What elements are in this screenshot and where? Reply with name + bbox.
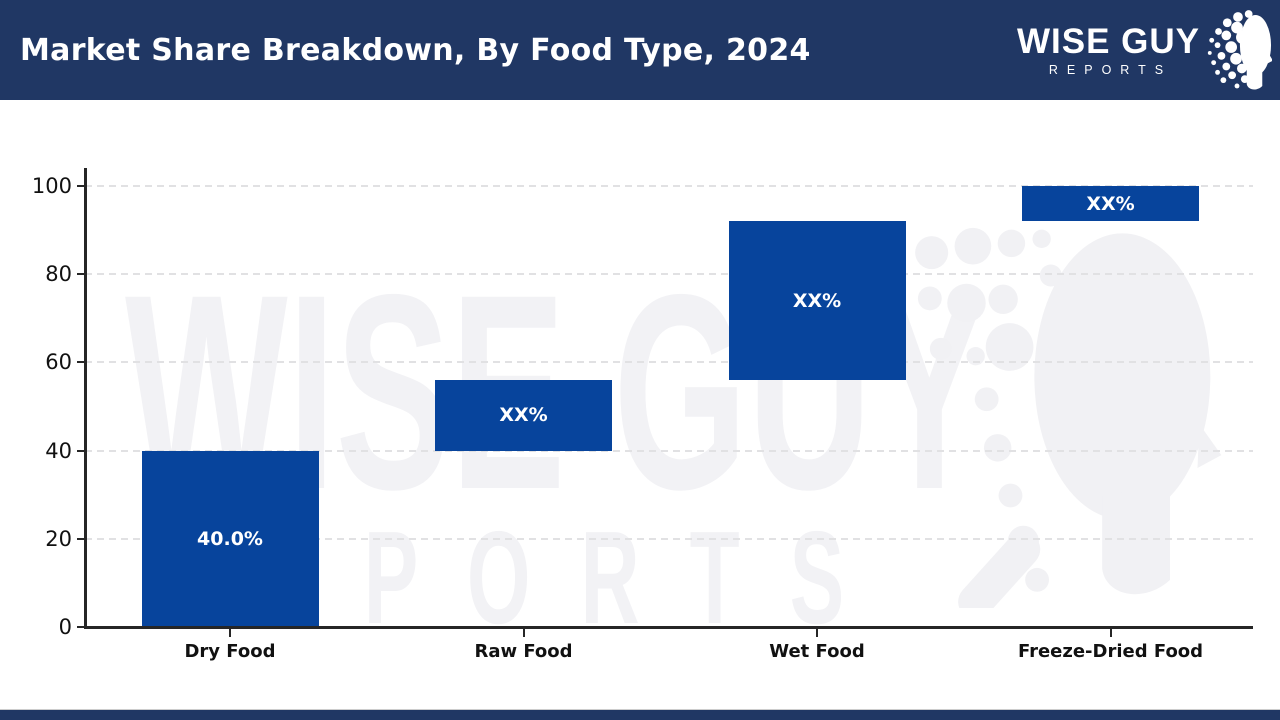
gridline-y-80 (85, 273, 1253, 276)
bar-value-label: XX% (499, 404, 548, 427)
y-tick-label: 100 (31, 174, 72, 198)
x-axis-line (85, 626, 1253, 629)
x-tick-label: Dry Food (184, 641, 276, 662)
x-tickmark (1109, 629, 1112, 637)
brand-head-icon (1207, 10, 1272, 90)
header-bar: Market Share Breakdown, By Food Type, 20… (0, 0, 1280, 100)
bar-segment: XX% (1022, 186, 1199, 222)
bar-value-label: XX% (792, 289, 842, 312)
brand-wordmark: WISE GUY REPORTS (1017, 24, 1200, 77)
y-tickmark (77, 185, 85, 187)
brand-subname: REPORTS (1048, 62, 1173, 77)
bar-value-label: XX% (1086, 192, 1135, 215)
bar-value-label: 40.0% (197, 527, 263, 550)
y-tickmark (77, 449, 85, 452)
y-axis-line (84, 168, 87, 629)
y-tick-label: 20 (45, 526, 72, 551)
y-tick-label: 60 (45, 350, 72, 375)
page-title: Market Share Breakdown, By Food Type, 20… (20, 32, 811, 68)
x-tickmark (522, 629, 525, 637)
bar-segment: 40.0% (141, 450, 319, 627)
y-tick-label: 40 (45, 438, 72, 463)
x-tick-label: Wet Food (769, 641, 865, 662)
gridline-y-40 (85, 449, 1253, 452)
y-tickmark (77, 273, 85, 276)
y-tick-label: 80 (45, 262, 72, 287)
x-tickmark (816, 629, 818, 637)
y-tickmark (77, 537, 85, 540)
bar-segment: XX% (728, 221, 906, 381)
y-tick-label: 0 (58, 615, 72, 639)
brand-logo: WISE GUY REPORTS (1017, 8, 1272, 92)
bar-segment: XX% (435, 380, 612, 451)
x-tick-label: Freeze-Dried Food (1017, 641, 1204, 662)
gridline-y-100 (85, 185, 1253, 187)
gridline-y-20 (85, 537, 1253, 540)
brand-name: WISE GUY (1016, 21, 1200, 61)
gridline-y-60 (85, 361, 1253, 364)
footer-bar (0, 709, 1280, 720)
x-tickmark (229, 629, 231, 637)
x-tick-label: Raw Food (474, 641, 573, 662)
y-tickmark (77, 626, 85, 628)
watermark-head-icon (915, 227, 1222, 608)
y-tickmark (77, 361, 85, 364)
